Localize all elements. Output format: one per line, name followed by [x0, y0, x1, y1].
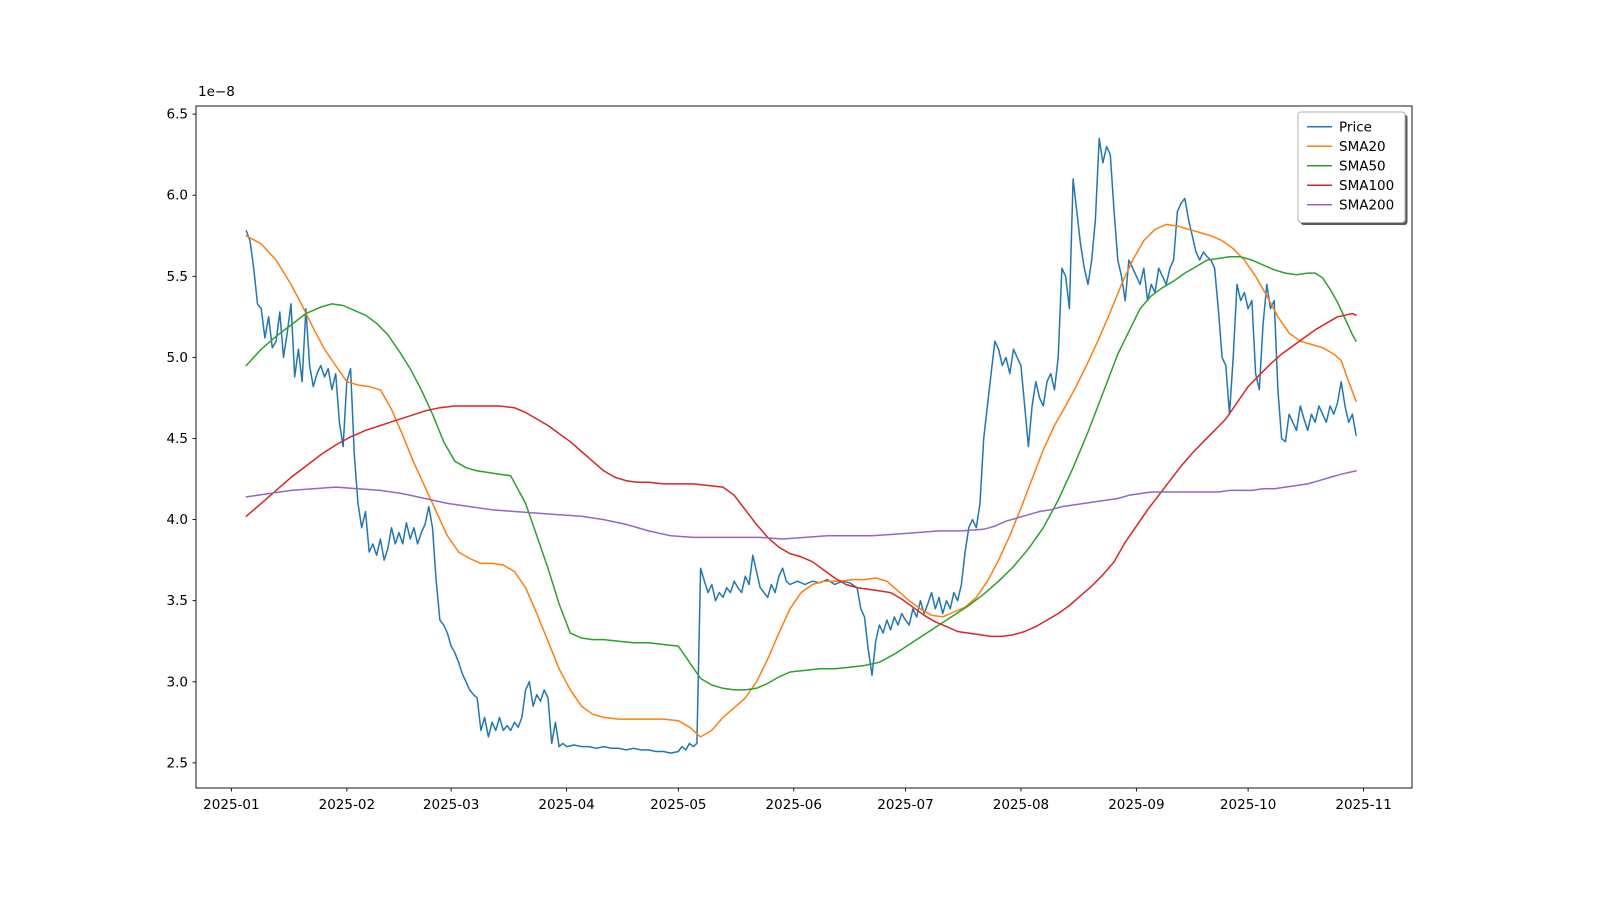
sma50-line: [245, 256, 1357, 691]
x-tick-label: 2025-09: [1108, 797, 1164, 813]
x-tick-label: 2025-01: [203, 797, 259, 813]
y-tick-label: 3.0: [167, 674, 188, 690]
y-axis-offset-label: 1e−8: [198, 84, 235, 100]
legend-label-sma100: SMA100: [1339, 178, 1394, 194]
y-tick-label: 5.0: [167, 350, 188, 366]
y-tick-label: 4.0: [167, 512, 188, 528]
legend-label-price: Price: [1339, 119, 1372, 135]
x-tick-label: 2025-05: [650, 797, 706, 813]
sma100-line: [245, 312, 1357, 638]
x-tick-label: 2025-07: [877, 797, 933, 813]
y-tick-label: 6.5: [167, 107, 188, 123]
y-tick-label: 2.5: [167, 755, 188, 771]
y-tick-label: 3.5: [167, 593, 188, 609]
legend-label-sma20: SMA20: [1339, 139, 1386, 155]
x-tick-label: 2025-03: [423, 797, 479, 813]
x-tick-label: 2025-02: [319, 797, 375, 813]
y-tick-label: 5.5: [167, 269, 188, 285]
x-tick-label: 2025-08: [993, 797, 1049, 813]
x-tick-label: 2025-11: [1335, 797, 1391, 813]
plot-border: [195, 105, 1413, 789]
legend-label-sma50: SMA50: [1339, 158, 1386, 174]
x-tick-label: 2025-04: [538, 797, 594, 813]
legend-box: [1297, 111, 1406, 223]
sma200-line: [245, 470, 1357, 540]
x-tick-label: 2025-06: [766, 797, 822, 813]
sma20-line: [245, 223, 1357, 738]
y-tick-label: 6.0: [167, 188, 188, 204]
price-line: [245, 137, 1357, 754]
plot-area: [196, 106, 1412, 788]
y-tick-label: 4.5: [167, 431, 188, 447]
legend-label-sma200: SMA200: [1339, 197, 1394, 213]
x-tick-label: 2025-10: [1220, 797, 1276, 813]
